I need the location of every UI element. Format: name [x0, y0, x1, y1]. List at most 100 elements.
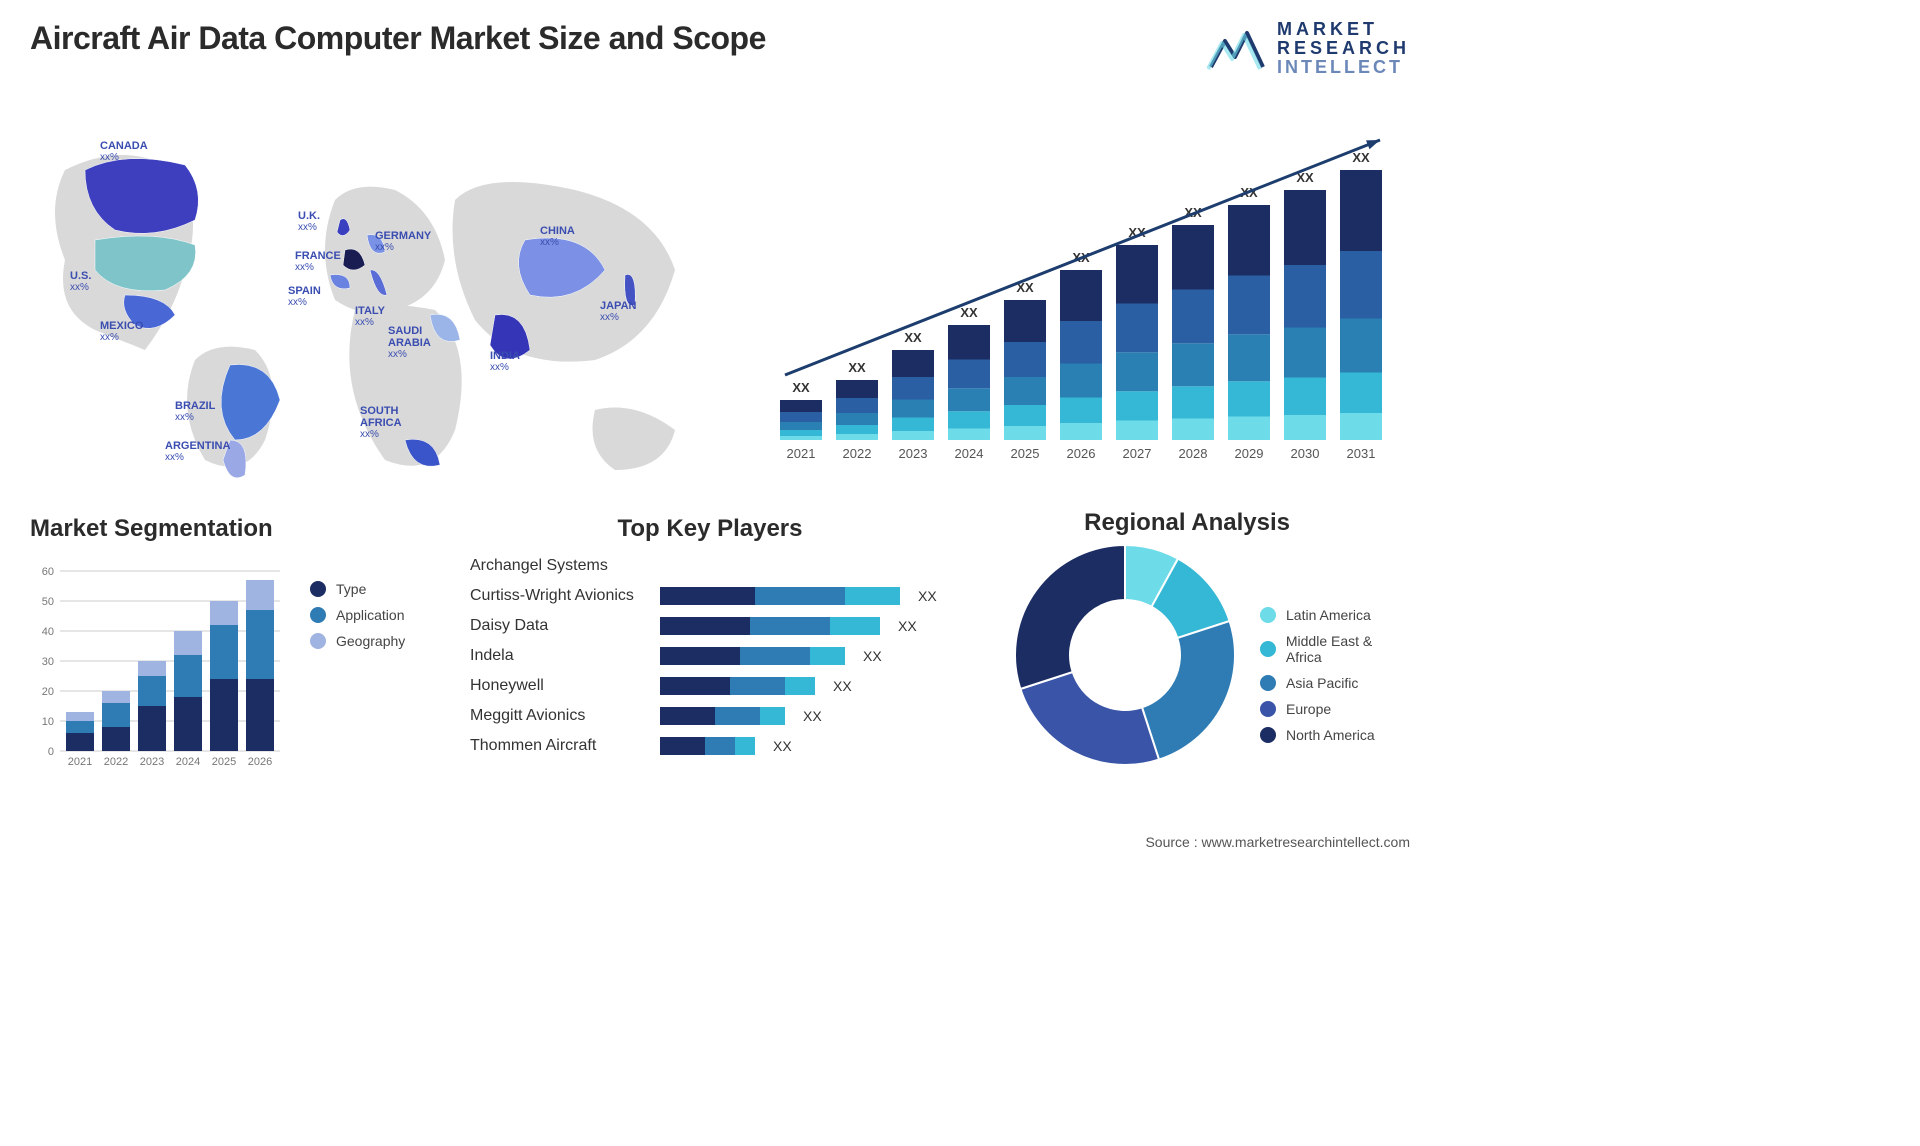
- regional-title: Regional Analysis: [1084, 509, 1290, 537]
- map-label: INDIAxx%: [490, 350, 520, 373]
- legend-item: North America: [1260, 727, 1410, 743]
- player-bar: [660, 737, 755, 755]
- segmentation-chart: 0 10 20 30 40 50 60 2021 2022 2023 2024 2025 2026: [30, 551, 290, 781]
- growth-chart: XX2021XX2022XX2023XX2024XX2025XX2026XX20…: [770, 110, 1410, 490]
- player-bar: [660, 647, 845, 665]
- map-label: SAUDIARABIAxx%: [388, 325, 431, 360]
- player-value: XX: [773, 738, 792, 754]
- map-label: CANADAxx%: [100, 140, 148, 163]
- regional-legend: Latin America Middle East & Africa Asia Pa…: [1260, 607, 1410, 743]
- player-value: XX: [898, 618, 917, 634]
- player-bar: [660, 617, 880, 635]
- svg-text:2027: 2027: [1123, 446, 1152, 461]
- map-label: MEXICOxx%: [100, 320, 143, 343]
- players-title: Top Key Players: [470, 515, 950, 543]
- player-label: Thommen Aircraft: [470, 737, 650, 755]
- legend-item: Middle East & Africa: [1260, 633, 1410, 665]
- svg-text:20: 20: [42, 686, 54, 698]
- svg-text:2030: 2030: [1291, 446, 1320, 461]
- player-bar: [660, 587, 900, 605]
- svg-text:0: 0: [48, 746, 54, 758]
- player-value: XX: [833, 678, 852, 694]
- player-value: XX: [918, 588, 937, 604]
- player-label: Archangel Systems: [470, 557, 650, 575]
- svg-text:2023: 2023: [899, 446, 928, 461]
- map-label: SOUTHAFRICAxx%: [360, 405, 402, 440]
- legend-item: Application: [310, 607, 405, 623]
- legend-item: Europe: [1260, 701, 1410, 717]
- segmentation-legend: Type Application Geography: [310, 581, 405, 781]
- player-label: Indela: [470, 647, 650, 665]
- legend-item: Asia Pacific: [1260, 675, 1410, 691]
- map-label: JAPANxx%: [600, 300, 636, 323]
- svg-text:XX: XX: [848, 360, 866, 375]
- player-row: Archangel Systems: [470, 551, 950, 581]
- growth-chart-svg: XX2021XX2022XX2023XX2024XX2025XX2026XX20…: [770, 110, 1410, 470]
- player-row: Thommen Aircraft XX: [470, 731, 950, 761]
- logo-text-2: RESEARCH: [1277, 39, 1410, 58]
- map-label: U.S.xx%: [70, 270, 91, 293]
- header: Aircraft Air Data Computer Market Size a…: [30, 20, 1410, 100]
- svg-text:2021: 2021: [787, 446, 816, 461]
- player-value: XX: [863, 648, 882, 664]
- svg-text:2022: 2022: [843, 446, 872, 461]
- player-bar: [660, 707, 785, 725]
- player-row: Curtiss-Wright Avionics XX: [470, 581, 950, 611]
- player-label: Meggitt Avionics: [470, 707, 650, 725]
- regional-donut: [1010, 540, 1240, 770]
- regional-section: Regional Analysis Latin AmericaMiddle Ea…: [970, 515, 1410, 795]
- svg-text:2025: 2025: [1011, 446, 1040, 461]
- players-list: Archangel Systems Curtiss-Wright Avionics…: [470, 551, 950, 761]
- player-value: XX: [803, 708, 822, 724]
- svg-text:2031: 2031: [1347, 446, 1376, 461]
- player-row: Daisy Data XX: [470, 611, 950, 641]
- svg-text:2029: 2029: [1235, 446, 1264, 461]
- svg-text:XX: XX: [792, 380, 810, 395]
- svg-text:XX: XX: [960, 305, 978, 320]
- svg-text:10: 10: [42, 716, 54, 728]
- player-row: Honeywell XX: [470, 671, 950, 701]
- map-label: U.K.xx%: [298, 210, 320, 233]
- svg-text:2023: 2023: [140, 756, 164, 768]
- player-label: Daisy Data: [470, 617, 650, 635]
- segmentation-title: Market Segmentation: [30, 515, 450, 543]
- legend-item: Type: [310, 581, 405, 597]
- logo-text-3: INTELLECT: [1277, 58, 1410, 77]
- map-label: ARGENTINAxx%: [165, 440, 230, 463]
- svg-text:2022: 2022: [104, 756, 128, 768]
- svg-text:60: 60: [42, 566, 54, 578]
- players-section: Top Key Players Archangel Systems Curtiss…: [470, 515, 950, 795]
- svg-text:2026: 2026: [1067, 446, 1096, 461]
- svg-text:2026: 2026: [248, 756, 272, 768]
- legend-item: Geography: [310, 633, 405, 649]
- svg-text:2024: 2024: [176, 756, 200, 768]
- svg-text:2028: 2028: [1179, 446, 1208, 461]
- map-label: SPAINxx%: [288, 285, 321, 308]
- legend-item: Latin America: [1260, 607, 1410, 623]
- svg-text:XX: XX: [1352, 150, 1370, 165]
- player-row: Meggitt Avionics XX: [470, 701, 950, 731]
- map-label: FRANCExx%: [295, 250, 341, 273]
- svg-text:XX: XX: [904, 330, 922, 345]
- svg-text:30: 30: [42, 656, 54, 668]
- player-label: Honeywell: [470, 677, 650, 695]
- svg-text:2021: 2021: [68, 756, 92, 768]
- player-bar: [660, 677, 815, 695]
- source-label: Source : www.marketresearchintellect.com: [1145, 834, 1410, 850]
- logo-icon: [1207, 23, 1267, 73]
- world-map: CANADAxx% U.S.xx% MEXICOxx% BRAZILxx% ARGENT…: [30, 110, 740, 490]
- svg-text:2025: 2025: [212, 756, 236, 768]
- svg-text:40: 40: [42, 626, 54, 638]
- svg-text:50: 50: [42, 596, 54, 608]
- segmentation-section: Market Segmentation 0 10 20 30 40 50 60 2021 202…: [30, 515, 450, 795]
- logo-text-1: MARKET: [1277, 20, 1410, 39]
- map-label: ITALYxx%: [355, 305, 385, 328]
- page-title: Aircraft Air Data Computer Market Size a…: [30, 20, 766, 57]
- map-label: CHINAxx%: [540, 225, 575, 248]
- map-label: BRAZILxx%: [175, 400, 215, 423]
- map-label: GERMANYxx%: [375, 230, 431, 253]
- svg-text:2024: 2024: [955, 446, 984, 461]
- brand-logo: MARKET RESEARCH INTELLECT: [1207, 20, 1410, 77]
- player-label: Curtiss-Wright Avionics: [470, 587, 650, 605]
- player-row: Indela XX: [470, 641, 950, 671]
